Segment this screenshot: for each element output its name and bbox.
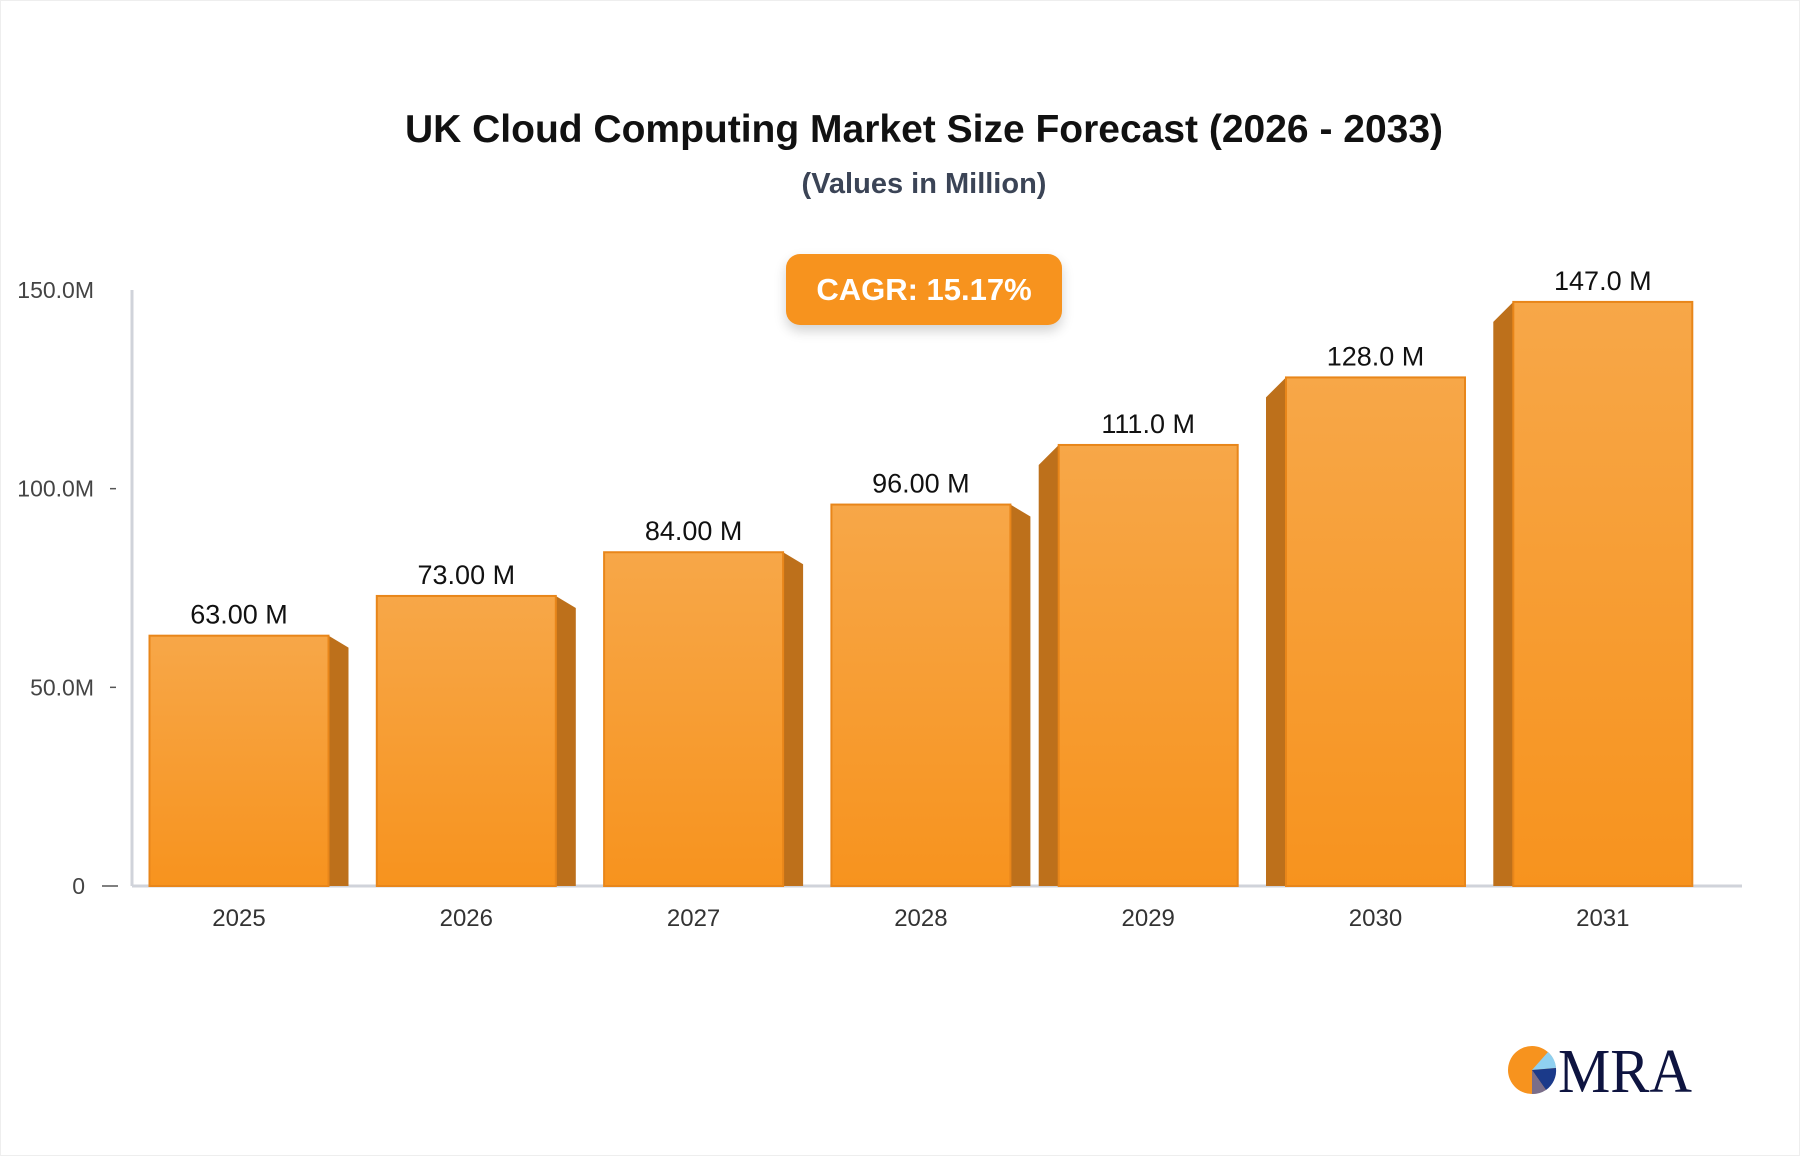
bar-2025: 63.00 M 2025 xyxy=(148,600,349,932)
data-label: 73.00 M xyxy=(418,560,516,590)
bar-side xyxy=(1493,301,1514,886)
x-tick-label: 2025 xyxy=(212,905,265,932)
x-tick-label: 2031 xyxy=(1576,905,1629,932)
bar-front xyxy=(148,634,330,887)
mra-logo: MRA xyxy=(1504,1038,1694,1106)
bar-2030: 128.0 M 2030 xyxy=(1266,341,1466,932)
y-tick-label: 150.0M xyxy=(17,277,94,303)
bar-side xyxy=(1266,377,1286,886)
bar-front xyxy=(830,503,1012,887)
y-tick-label: 100.0M xyxy=(17,476,94,502)
bar-front xyxy=(1285,376,1466,887)
bar-front xyxy=(375,594,557,887)
logo-text: MRA xyxy=(1558,1040,1692,1100)
bar-2026: 73.00 M 2026 xyxy=(375,560,576,932)
data-label: 63.00 M xyxy=(190,600,288,630)
bar-front xyxy=(603,551,785,887)
x-tick-label: 2028 xyxy=(894,905,947,932)
bar-side xyxy=(328,635,349,886)
x-tick-label: 2029 xyxy=(1122,905,1175,932)
bar-2027: 84.00 M 2027 xyxy=(603,516,804,932)
data-label: 128.0 M xyxy=(1327,341,1425,371)
data-label: 147.0 M xyxy=(1554,266,1652,296)
bar-front xyxy=(1057,443,1239,887)
y-tick-label: 50.0M xyxy=(30,674,94,700)
bar-2031: 147.0 M 2031 xyxy=(1493,266,1694,932)
bar-side xyxy=(1010,504,1031,886)
x-tick-label: 2030 xyxy=(1349,905,1402,932)
cagr-badge: CAGR: 15.17% xyxy=(786,254,1062,325)
bar-side xyxy=(783,552,804,886)
bar-side xyxy=(555,595,576,886)
y-tick-label: 0 xyxy=(72,873,85,899)
bar-2028: 96.00 M 2028 xyxy=(830,469,1031,932)
data-label: 111.0 M xyxy=(1101,409,1195,439)
x-tick-label: 2027 xyxy=(667,905,720,932)
x-tick-label: 2026 xyxy=(440,905,493,932)
data-label: 96.00 M xyxy=(872,469,970,499)
data-label: 84.00 M xyxy=(645,516,743,546)
bar-2029: 111.0 M 2029 xyxy=(1038,409,1239,932)
chart-subtitle: (Values in Million) xyxy=(801,168,1047,200)
bar-front xyxy=(1512,300,1694,888)
bar-side xyxy=(1038,444,1059,886)
chart-title: UK Cloud Computing Market Size Forecast … xyxy=(404,108,1444,151)
